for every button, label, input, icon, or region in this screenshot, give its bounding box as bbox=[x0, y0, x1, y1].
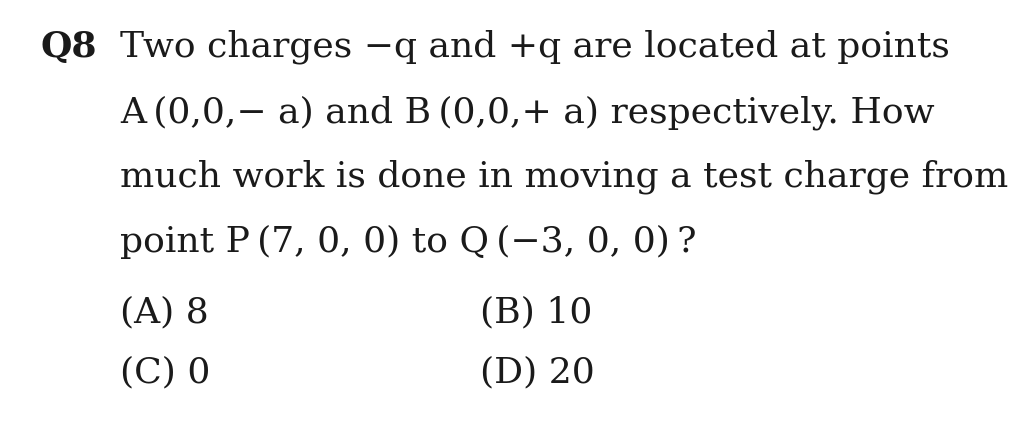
Text: (A) 8: (A) 8 bbox=[120, 295, 209, 329]
Text: Two charges −q and +q are located at points: Two charges −q and +q are located at poi… bbox=[120, 30, 950, 65]
Text: point P (7, 0, 0) to Q (−3, 0, 0) ?: point P (7, 0, 0) to Q (−3, 0, 0) ? bbox=[120, 225, 696, 259]
Text: (D) 20: (D) 20 bbox=[480, 355, 595, 389]
Text: much work is done in moving a test charge from: much work is done in moving a test charg… bbox=[120, 160, 1009, 194]
Text: (B) 10: (B) 10 bbox=[480, 295, 592, 329]
Text: A (0,0,− a) and B (0,0,+ a) respectively. How: A (0,0,− a) and B (0,0,+ a) respectively… bbox=[120, 95, 935, 130]
Text: Q8: Q8 bbox=[40, 30, 96, 64]
Text: (C) 0: (C) 0 bbox=[120, 355, 210, 389]
